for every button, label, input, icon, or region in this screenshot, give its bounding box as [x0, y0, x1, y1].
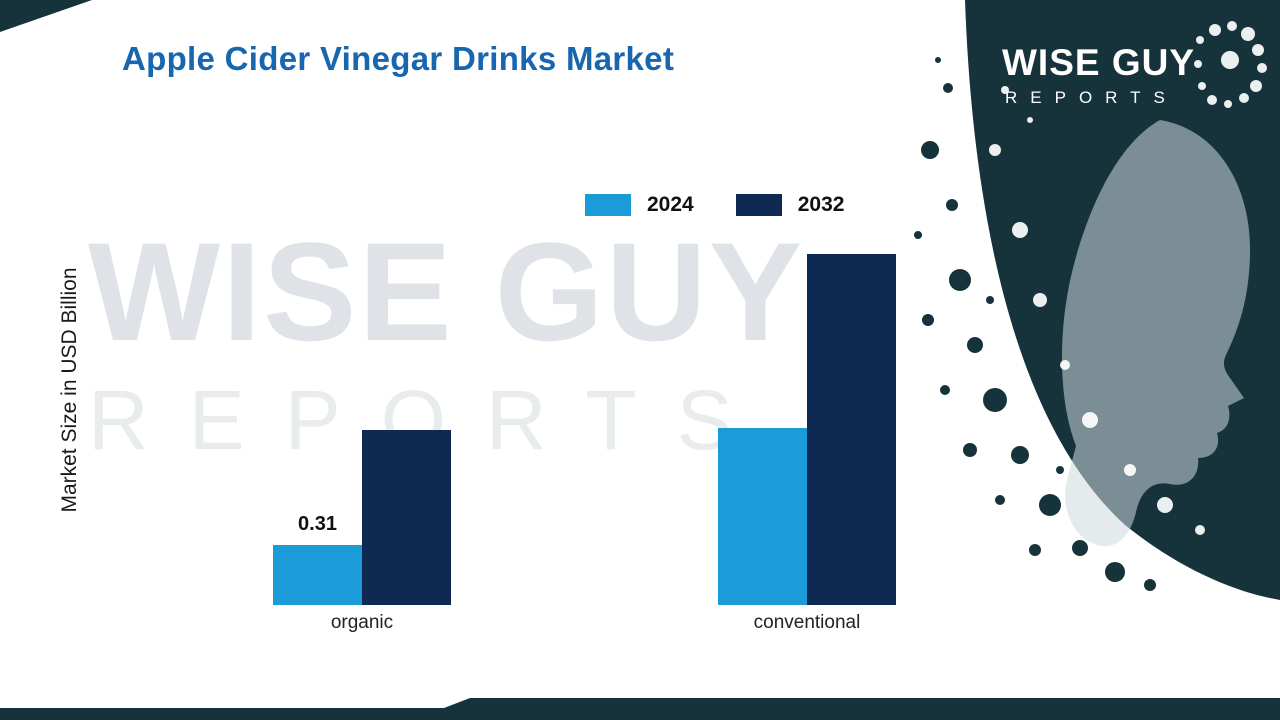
bar-conventional-2032 — [807, 254, 896, 605]
legend-item-2032: 2032 — [735, 193, 845, 217]
bar-group-conventional — [718, 254, 896, 605]
chart-title: Apple Cider Vinegar Drinks Market — [122, 40, 675, 77]
category-label-conventional: conventional — [753, 612, 861, 633]
category-label-organic: organic — [330, 612, 394, 633]
bar-value-label: 0.31 — [298, 513, 337, 535]
bar-conventional-2024 — [718, 428, 807, 605]
legend: 2024 2032 — [585, 193, 844, 217]
legend-label: 2032 — [797, 193, 845, 216]
bar-organic-2032 — [362, 430, 451, 605]
legend-swatch-2024 — [585, 194, 631, 216]
y-axis-label: Market Size in USD Billion — [58, 267, 81, 513]
legend-swatch-2032 — [735, 194, 782, 216]
bar-group-organic: 0.31 — [273, 430, 451, 605]
legend-label: 2024 — [647, 193, 694, 216]
legend-item-2024: 2024 — [585, 193, 694, 217]
bar-organic-2024: 0.31 — [273, 513, 362, 605]
